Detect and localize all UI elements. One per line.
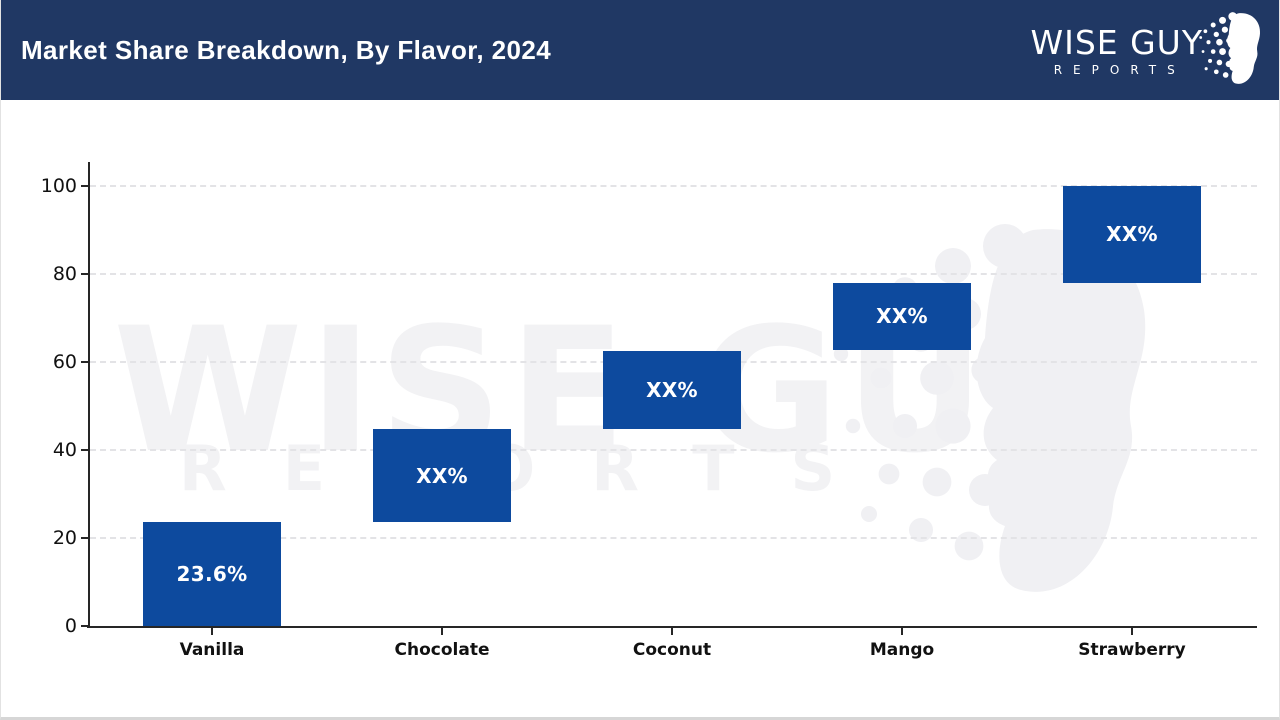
page-title: Market Share Breakdown, By Flavor, 2024 — [21, 34, 552, 65]
x-axis-category-label: Coconut — [632, 640, 712, 660]
bar-value-label: XX% — [416, 463, 468, 488]
bar-mango — [833, 282, 971, 351]
y-axis-tick-label: 80 — [52, 263, 77, 285]
y-axis-tick-label: 0 — [64, 615, 77, 637]
bar-vanilla — [143, 522, 281, 626]
gridline — [90, 273, 1257, 275]
x-axis-category-label: Chocolate — [394, 640, 490, 660]
app-header: Market Share Breakdown, By Flavor, 2024 … — [1, 0, 1279, 100]
y-tick-mark — [81, 625, 89, 627]
chart-area: WISE GUY REPORTS 0 20 40 60 80 100 23.6% Vanill… — [1, 100, 1279, 717]
x-axis-category-label: Mango — [869, 640, 935, 660]
x-tick-mark — [211, 628, 213, 635]
x-tick-mark — [901, 628, 903, 635]
y-axis-tick-label: 60 — [52, 351, 77, 373]
y-axis-tick-label: 20 — [52, 527, 77, 549]
x-tick-mark — [1131, 628, 1133, 635]
gridline — [90, 449, 1257, 451]
bar-chocolate — [373, 428, 511, 523]
x-tick-mark — [441, 628, 443, 635]
brand-logo-text: WISE GUY REPORTS — [1030, 23, 1203, 77]
bar-value-label: XX% — [1106, 222, 1158, 247]
bar-value-label: XX% — [876, 304, 928, 329]
brand-name: WISE GUY — [1030, 23, 1203, 63]
y-tick-mark — [81, 273, 89, 275]
bar-strawberry — [1063, 186, 1201, 283]
y-tick-mark — [81, 361, 89, 363]
y-tick-mark — [81, 537, 89, 539]
y-tick-mark — [81, 185, 89, 187]
x-axis-category-label: Vanilla — [179, 640, 245, 660]
brand-logo: WISE GUY REPORTS — [1030, 10, 1267, 92]
x-tick-mark — [671, 628, 673, 635]
y-axis-tick-label: 40 — [52, 439, 77, 461]
brand-subtitle: REPORTS — [1053, 62, 1186, 77]
y-tick-mark — [81, 449, 89, 451]
bar-value-label: XX% — [646, 378, 698, 403]
bar-coconut — [603, 351, 741, 429]
x-axis-category-label: Strawberry — [1078, 640, 1186, 660]
y-axis-tick-label: 100 — [40, 175, 77, 197]
x-axis-spine — [87, 626, 1257, 628]
gridline — [90, 537, 1257, 539]
bar-value-label: 23.6% — [176, 562, 248, 587]
gridline — [90, 185, 1257, 187]
brand-face-icon — [1199, 12, 1261, 84]
y-axis-spine — [88, 162, 90, 628]
